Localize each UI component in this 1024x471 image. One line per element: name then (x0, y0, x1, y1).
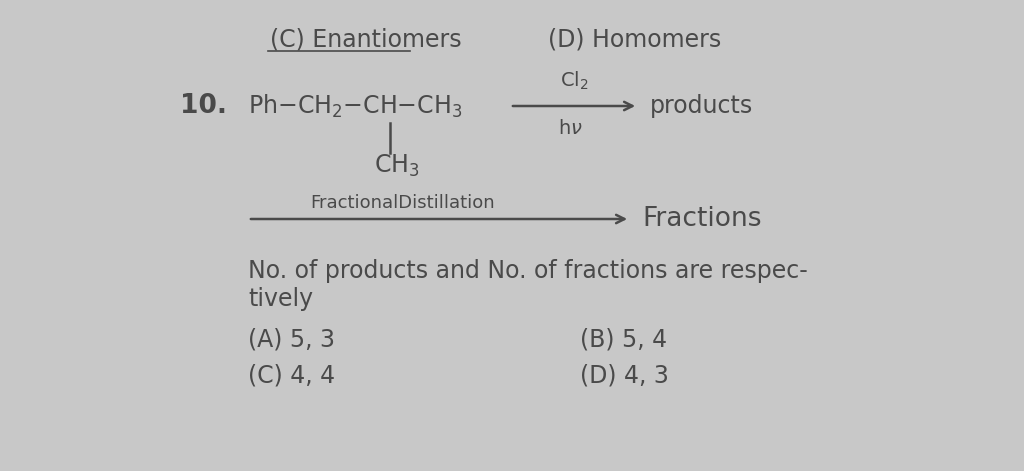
Text: (C) 4, 4: (C) 4, 4 (248, 364, 335, 388)
Text: No. of products and No. of fractions are respec-: No. of products and No. of fractions are… (248, 259, 808, 283)
Text: 10.: 10. (180, 93, 227, 119)
Text: (C) Enantiomers: (C) Enantiomers (270, 27, 462, 51)
Text: products: products (650, 94, 754, 118)
Text: (D) 4, 3: (D) 4, 3 (580, 364, 669, 388)
Text: CH$_3$: CH$_3$ (374, 153, 420, 179)
Text: h$\nu$: h$\nu$ (558, 120, 583, 138)
Text: FractionalDistillation: FractionalDistillation (310, 194, 495, 212)
Text: (D) Homomers: (D) Homomers (548, 27, 721, 51)
Text: tively: tively (248, 287, 313, 311)
Text: Fractions: Fractions (642, 206, 762, 232)
Text: (A) 5, 3: (A) 5, 3 (248, 327, 335, 351)
Text: (B) 5, 4: (B) 5, 4 (580, 327, 667, 351)
Text: Cl$_2$: Cl$_2$ (560, 70, 588, 92)
Text: Ph$-$CH$_2$$-$CH$-$CH$_3$: Ph$-$CH$_2$$-$CH$-$CH$_3$ (248, 92, 462, 120)
